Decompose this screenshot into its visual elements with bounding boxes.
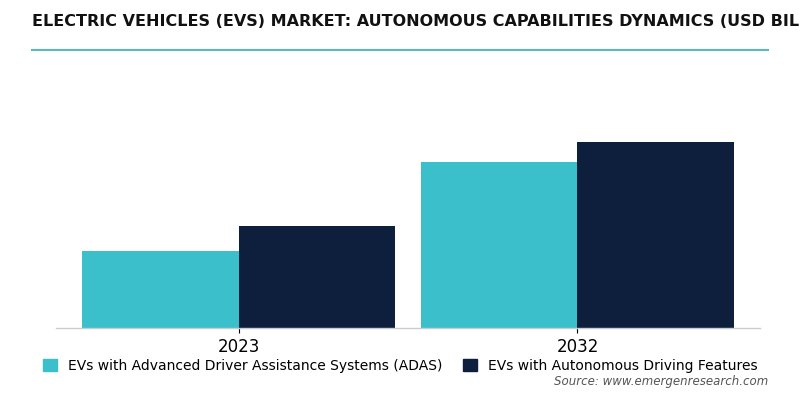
Bar [238, 226, 395, 328]
Bar [578, 142, 734, 328]
Legend: EVs with Advanced Driver Assistance Systems (ADAS), EVs with Autonomous Driving : EVs with Advanced Driver Assistance Syst… [39, 355, 762, 377]
Bar [421, 162, 578, 328]
Text: ELECTRIC VEHICLES (EVS) MARKET: AUTONOMOUS CAPABILITIES DYNAMICS (USD BILLION): ELECTRIC VEHICLES (EVS) MARKET: AUTONOMO… [32, 14, 800, 29]
Text: Source: www.emergenresearch.com: Source: www.emergenresearch.com [554, 375, 768, 388]
Bar [82, 251, 238, 328]
